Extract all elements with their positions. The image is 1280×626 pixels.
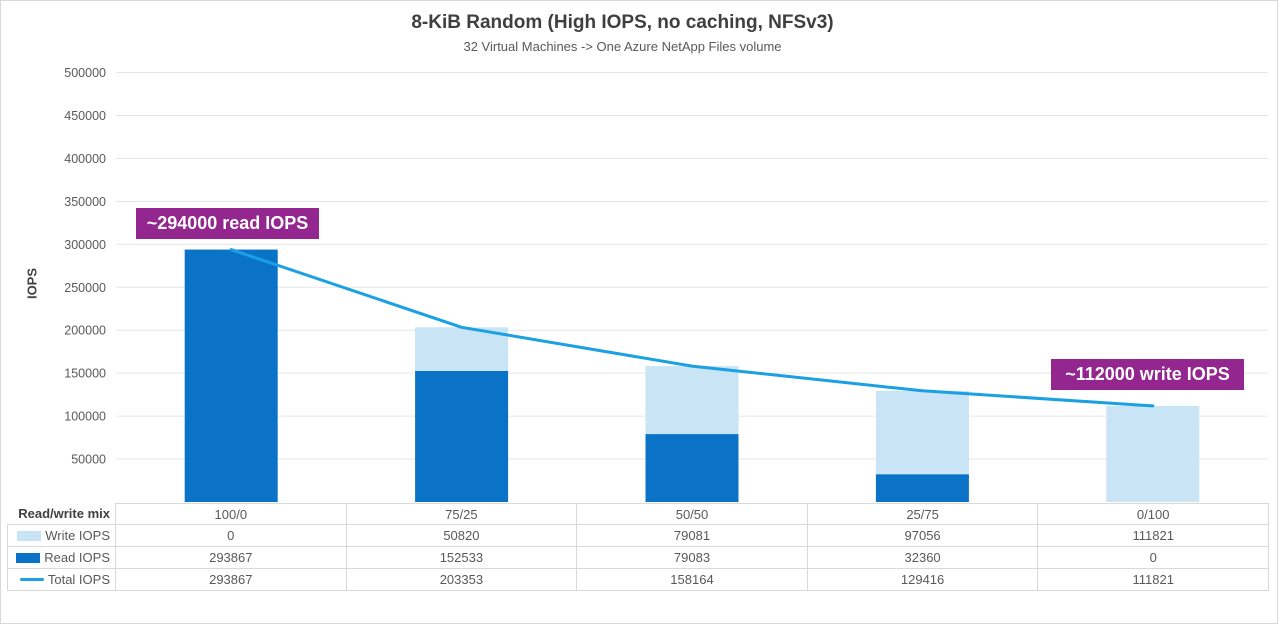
y-axis-tick-label: 500000 (64, 66, 106, 80)
series-name: Read IOPS (44, 550, 110, 565)
table-row: Write IOPS 0 50820 79081 97056 111821 (7, 525, 1269, 547)
legend-swatch (16, 552, 41, 563)
write-iops-bar (1106, 405, 1200, 502)
y-axis-tick-label: 50000 (71, 453, 106, 467)
value-cell: 152533 (346, 547, 578, 569)
category-cell: 50/50 (577, 503, 808, 525)
value-cell: 293867 (116, 569, 347, 591)
table-row: Read IOPS 293867 152533 79083 32360 0 (7, 547, 1269, 569)
value-cell: 32360 (807, 547, 1039, 569)
value-cell: 293867 (116, 547, 347, 569)
y-axis-tick-label: 150000 (64, 367, 106, 381)
value-cell: 0 (116, 525, 347, 547)
y-axis-tick-label: 300000 (64, 238, 106, 252)
write-iops-callout: ~112000 write IOPS (1051, 359, 1244, 390)
value-cell: 203353 (346, 569, 578, 591)
series-name: Total IOPS (47, 572, 110, 587)
y-axis-tick-label: 450000 (64, 109, 106, 123)
read-iops-bar (875, 474, 969, 502)
y-axis-tick-label: 100000 (64, 410, 106, 424)
read-iops-bar (415, 370, 509, 502)
value-cell: 111821 (1038, 569, 1269, 591)
y-axis-tick-label: 200000 (64, 324, 106, 338)
table-row: Read/write mix 100/0 75/25 50/50 25/75 0/100 (7, 503, 1269, 525)
series-label-cell: Read IOPS (7, 547, 116, 569)
category-cell: 0/100 (1038, 503, 1269, 525)
series-name: Write IOPS (45, 528, 110, 543)
category-cell: 100/0 (116, 503, 347, 525)
write-iops-bar (415, 327, 509, 371)
value-cell: 158164 (577, 569, 808, 591)
y-axis-tick-label: 250000 (64, 281, 106, 295)
category-cell: 75/25 (346, 503, 578, 525)
series-label-cell: Write IOPS (7, 525, 116, 547)
value-cell: 79083 (577, 547, 808, 569)
y-axis-tick-label: 400000 (64, 152, 106, 166)
total-line-legend-swatch (19, 578, 44, 581)
chart-subtitle: 32 Virtual Machines -> One Azure NetApp … (463, 39, 782, 54)
value-cell: 50820 (346, 525, 578, 547)
chart-title: 8-KiB Random (High IOPS, no caching, NFS… (411, 12, 834, 33)
total-iops-line (229, 248, 1155, 408)
value-cell: 97056 (807, 525, 1039, 547)
value-cell: 0 (1038, 547, 1269, 569)
read-iops-bar (645, 434, 739, 502)
read-write-mix-header: Read/write mix (7, 503, 116, 525)
table-row: Total IOPS 293867 203353 158164 129416 111821 (7, 569, 1269, 591)
write-iops-bar (645, 366, 739, 435)
read-iops-callout: ~294000 read IOPS (136, 208, 319, 239)
read-iops-bar (184, 249, 278, 502)
data-table: Read/write mix 100/0 75/25 50/50 25/75 0/100 W… (7, 503, 1269, 591)
y-axis-tick-label: 350000 (64, 195, 106, 209)
value-cell: 129416 (807, 569, 1039, 591)
write-iops-bar (875, 390, 969, 475)
series-label-cell: Total IOPS (7, 569, 116, 591)
value-cell: 111821 (1038, 525, 1269, 547)
value-cell: 79081 (577, 525, 808, 547)
category-cell: 25/75 (807, 503, 1039, 525)
legend-swatch (17, 530, 42, 541)
